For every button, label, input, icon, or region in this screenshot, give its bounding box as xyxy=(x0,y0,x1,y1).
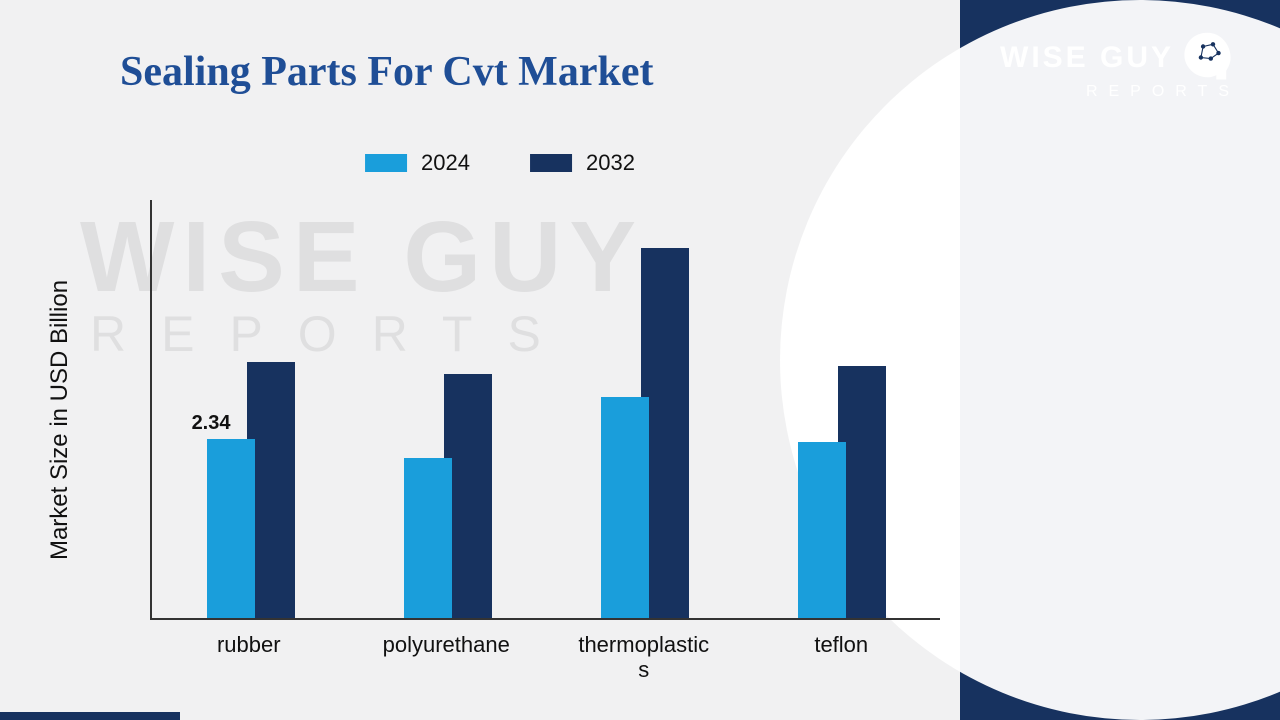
bar: 2.34 xyxy=(207,439,255,618)
bar-group: 2.34 xyxy=(191,362,311,618)
bar xyxy=(601,397,649,618)
y-axis-label: Market Size in USD Billion xyxy=(46,280,74,560)
brand-line1: WISE GUY xyxy=(1000,41,1174,75)
x-axis-label: thermoplastics xyxy=(574,626,714,690)
x-axis-labels: rubber polyurethane thermoplastics teflon xyxy=(150,626,940,690)
legend-label: 2032 xyxy=(586,150,635,176)
right-panel xyxy=(960,0,1280,720)
brand-logo: WISE GUY REPORTS xyxy=(1000,30,1240,101)
bar-group xyxy=(388,374,508,618)
legend-label: 2024 xyxy=(421,150,470,176)
chart: Market Size in USD Billion 2024 2032 2.3… xyxy=(60,150,940,690)
legend: 2024 2032 xyxy=(365,150,635,176)
plot-area: 2.34 xyxy=(150,200,940,620)
bar-group xyxy=(585,248,705,618)
legend-swatch-2032 xyxy=(530,154,572,172)
legend-item: 2024 xyxy=(365,150,470,176)
bar-value-label: 2.34 xyxy=(192,412,231,435)
legend-item: 2032 xyxy=(530,150,635,176)
x-axis-label: rubber xyxy=(179,626,319,690)
x-axis-label: polyurethane xyxy=(376,626,516,690)
chart-title: Sealing Parts For Cvt Market xyxy=(120,48,653,96)
bar-groups: 2.34 xyxy=(152,200,940,618)
x-axis-label: teflon xyxy=(771,626,911,690)
brand-line2: REPORTS xyxy=(1000,83,1240,101)
bar xyxy=(798,442,846,618)
bar xyxy=(404,458,452,618)
head-icon xyxy=(1180,30,1235,85)
bottom-left-bar xyxy=(0,712,180,720)
legend-swatch-2024 xyxy=(365,154,407,172)
bar-group xyxy=(782,366,902,618)
